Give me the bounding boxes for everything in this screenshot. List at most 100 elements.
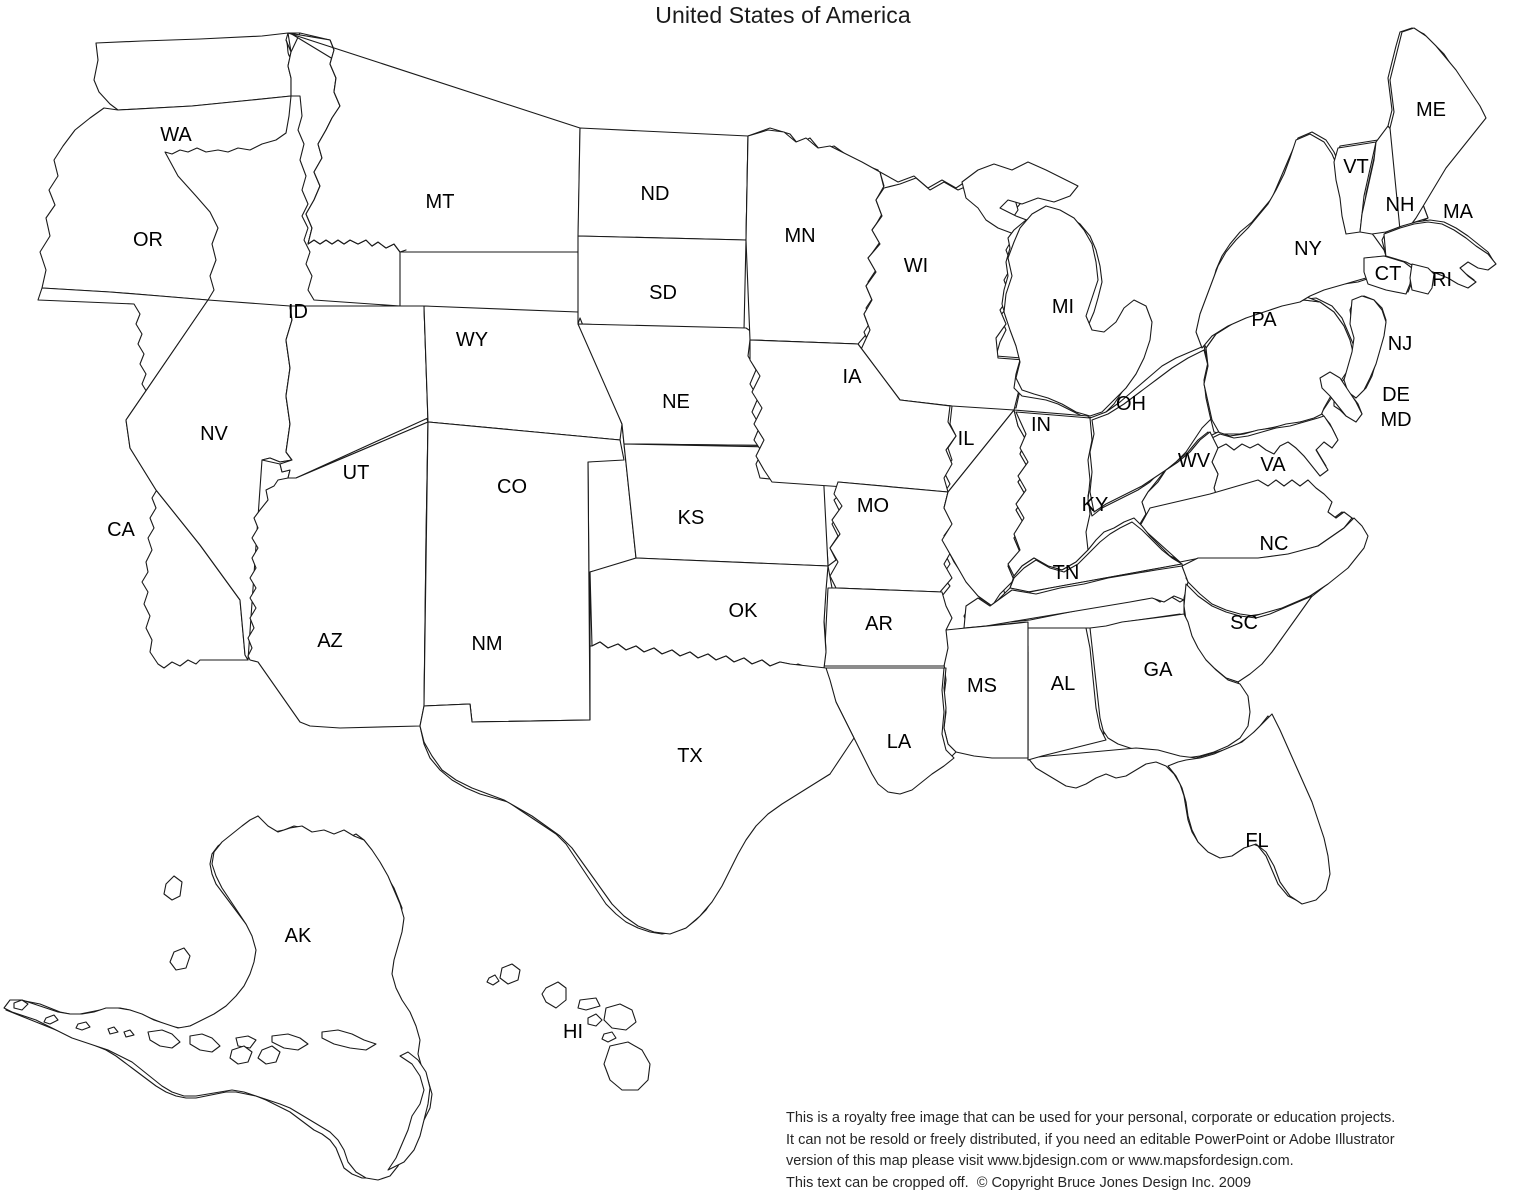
state-label-PA[interactable]: PA	[1251, 309, 1277, 331]
state-shape-NJ-main[interactable]	[1343, 295, 1387, 399]
state-label-UT[interactable]: UT	[342, 462, 370, 484]
state-shape-HI-island-oahu	[541, 981, 567, 1009]
state-shape-MO-main[interactable]	[829, 481, 955, 593]
state-label-MD[interactable]: MD	[1380, 409, 1412, 431]
state-label-KS[interactable]: KS	[677, 507, 705, 529]
state-shape-AR-main[interactable]	[823, 587, 953, 667]
state-shape-AK-island-10	[321, 1029, 377, 1051]
state-label-TN[interactable]: TN	[1052, 562, 1080, 584]
state-shape-MD-main[interactable]	[1207, 415, 1339, 477]
state-shape-AK-island-11	[163, 875, 183, 901]
state-label-SD[interactable]: SD	[649, 282, 677, 304]
state-outlines	[3, 27, 1497, 1181]
state-shape-UT-main[interactable]	[279, 305, 429, 479]
state-shape-TX-main[interactable]	[419, 641, 855, 935]
state-shape-HI-island-lanai	[587, 1013, 603, 1027]
state-shape-HI-island-kauai	[499, 963, 521, 985]
state-label-VT[interactable]: VT	[1343, 156, 1369, 178]
state-label-DE[interactable]: DE	[1382, 384, 1410, 406]
state-shape-HI-island-kahoolawe	[601, 1031, 617, 1043]
state-label-WY[interactable]: WY	[455, 329, 489, 351]
state-label-CO[interactable]: CO	[497, 476, 527, 498]
state-label-IL[interactable]: IL	[957, 428, 975, 450]
state-label-MA[interactable]: MA	[1443, 201, 1473, 223]
copyright-line-4: This text can be cropped off. © Copyrigh…	[786, 1174, 1252, 1191]
state-label-NV[interactable]: NV	[200, 423, 228, 445]
state-shape-OR[interactable]	[39, 95, 292, 301]
state-shape-AK-island-5	[123, 1029, 135, 1038]
state-label-AL[interactable]: AL	[1050, 673, 1076, 695]
state-shape-AZ[interactable]	[247, 421, 429, 729]
state-shape-AK-island-8	[235, 1035, 257, 1049]
state-shape-AK-island-13	[229, 1045, 253, 1065]
state-shape-CT-main[interactable]	[1363, 255, 1413, 295]
state-label-NH[interactable]: NH	[1385, 194, 1415, 216]
state-shape-AK-island-7	[189, 1033, 221, 1053]
state-label-OR[interactable]: OR	[133, 229, 163, 251]
state-shape-AK-island-1	[13, 999, 29, 1011]
state-shape-AK-island-14	[257, 1045, 281, 1065]
state-label-TX[interactable]: TX	[677, 745, 703, 767]
state-label-MO[interactable]: MO	[856, 495, 890, 517]
state-shape-MI-main[interactable]	[1003, 205, 1153, 417]
state-label-HI[interactable]: HI	[563, 1021, 583, 1043]
state-label-IA[interactable]: IA	[842, 366, 862, 388]
state-label-CA[interactable]: CA	[107, 519, 135, 541]
state-label-NM[interactable]: NM	[471, 633, 503, 655]
state-shape-AK-island-9	[271, 1033, 309, 1051]
state-label-NE[interactable]: NE	[662, 391, 690, 413]
state-label-WV[interactable]: WV	[1177, 450, 1211, 472]
state-shape-RI[interactable]	[1409, 263, 1435, 295]
state-label-NY[interactable]: NY	[1294, 238, 1322, 260]
state-label-GA[interactable]: GA	[1143, 659, 1173, 681]
state-shape-AK-island-4	[107, 1026, 119, 1035]
state-shape-ME-main[interactable]	[1389, 27, 1487, 231]
copyright-line-1: This is a royalty free image that can be…	[786, 1110, 1396, 1126]
state-label-MS[interactable]: MS	[967, 675, 997, 697]
state-label-MN[interactable]: MN	[784, 225, 816, 247]
state-shape-MI-upper[interactable]	[961, 161, 1079, 245]
state-label-MT[interactable]: MT	[425, 191, 455, 213]
state-shape-HI-island-hawaii	[603, 1041, 651, 1091]
copyright-notice: This is a royalty free image that can be…	[786, 1108, 1395, 1194]
state-shape-AK-island-3	[75, 1021, 91, 1031]
state-shape-OH-main[interactable]	[1089, 349, 1213, 513]
state-label-OH[interactable]: OH	[1116, 393, 1146, 415]
state-shape-HI-island-niihau	[486, 974, 500, 986]
state-shape-MT-main[interactable]	[287, 32, 581, 253]
state-label-WA[interactable]: WA	[160, 124, 192, 146]
state-shape-AK-main[interactable]	[3, 815, 433, 1181]
state-label-NJ[interactable]: NJ	[1387, 333, 1413, 355]
state-label-NC[interactable]: NC	[1259, 533, 1289, 555]
state-shape-HI-island-molokai	[577, 997, 601, 1011]
state-label-OK[interactable]: OK	[728, 600, 758, 622]
state-shape-DE-main[interactable]	[1319, 371, 1363, 423]
state-shape-MS-main[interactable]	[943, 621, 1029, 759]
state-label-VA[interactable]: VA	[1260, 454, 1286, 476]
state-shape-AK-island-12	[169, 947, 191, 971]
copyright-line-3: version of this map please visit www.bjd…	[786, 1153, 1294, 1169]
state-label-IN[interactable]: IN	[1031, 414, 1051, 436]
state-label-AK[interactable]: AK	[284, 925, 312, 947]
state-label-AZ[interactable]: AZ	[317, 630, 343, 652]
page-title: United States of America	[655, 2, 911, 28]
state-label-AR[interactable]: AR	[865, 613, 893, 635]
state-label-FL[interactable]: FL	[1245, 830, 1269, 852]
state-label-ND[interactable]: ND	[640, 183, 670, 205]
copyright-line-2: It can not be resold or freely distribut…	[786, 1131, 1395, 1148]
state-shape-AK-panhandle	[387, 1051, 431, 1171]
state-label-RI[interactable]: RI	[1432, 269, 1452, 291]
state-label-CT[interactable]: CT	[1374, 263, 1402, 285]
state-label-SC[interactable]: SC	[1230, 612, 1258, 634]
state-shape-FL-main[interactable]	[1167, 713, 1331, 905]
state-shape-AK-island-2	[43, 1014, 59, 1025]
state-label-WI[interactable]: WI	[903, 255, 929, 277]
state-shape-AK-island-6	[147, 1029, 181, 1049]
state-label-KY[interactable]: KY	[1081, 494, 1109, 516]
state-shape-HI-island-maui	[603, 1003, 637, 1031]
state-label-ID[interactable]: ID	[288, 301, 308, 323]
state-label-MI[interactable]: MI	[1051, 296, 1075, 318]
state-label-LA[interactable]: LA	[886, 731, 912, 753]
state-label-ME[interactable]: ME	[1416, 99, 1446, 121]
